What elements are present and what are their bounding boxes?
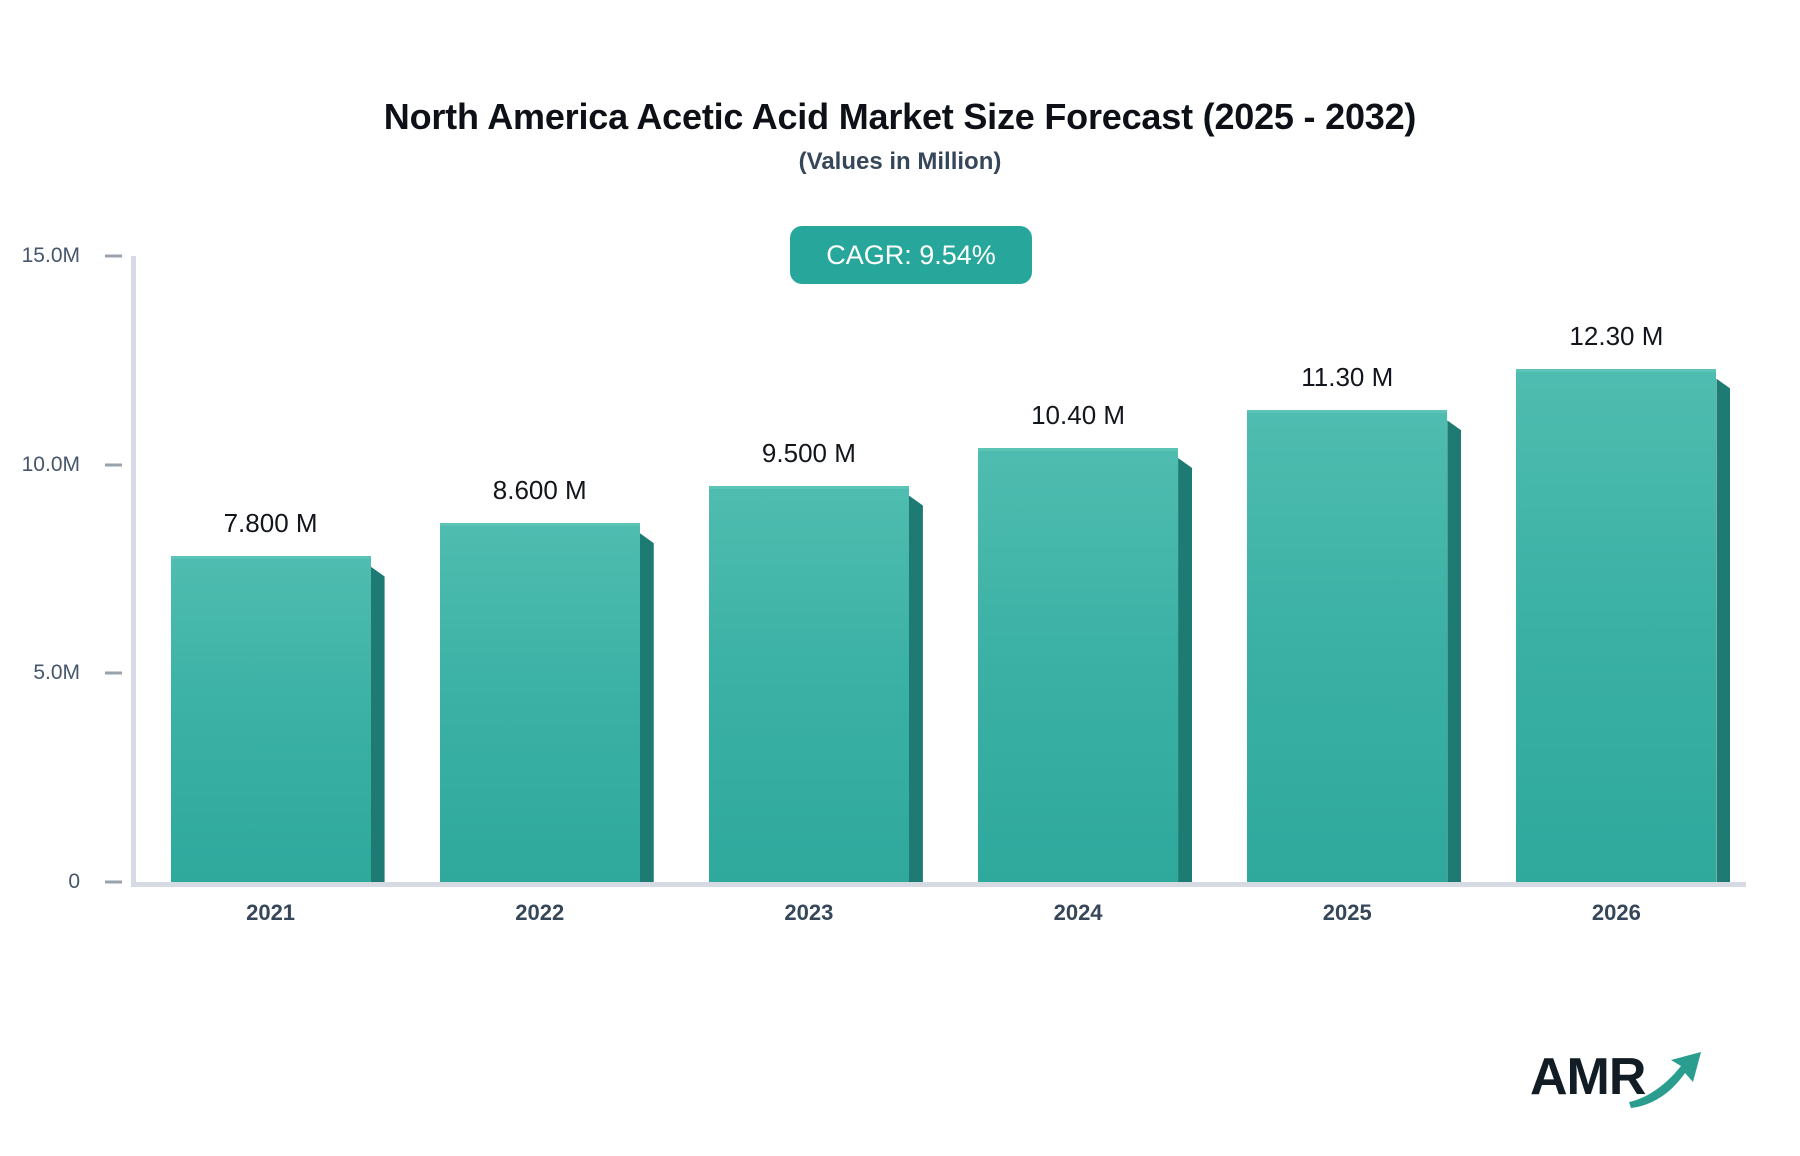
bar-front-face xyxy=(708,485,909,882)
bar-front-face xyxy=(978,447,1179,882)
bar-top-edge xyxy=(708,485,909,489)
cagr-badge-label: CAGR: 9.54% xyxy=(826,239,996,270)
bar-side-face xyxy=(908,495,923,882)
bar-side-face xyxy=(1716,378,1731,882)
bar-side-face xyxy=(639,533,654,882)
x-axis-tick-label: 2026 xyxy=(1591,900,1641,925)
bar[interactable] xyxy=(978,447,1193,882)
bar-top-edge xyxy=(978,447,1179,451)
chart-subtitle: (Values in Million) xyxy=(798,148,1002,175)
y-axis-tick-label: 5.0M xyxy=(33,661,80,685)
y-axis-line xyxy=(131,256,136,884)
bar-front-face xyxy=(170,556,371,882)
x-axis-tick-label: 2021 xyxy=(246,900,296,925)
y-axis-tick-label: 15.0M xyxy=(21,244,80,267)
bar[interactable] xyxy=(708,485,923,882)
bar-side-face xyxy=(370,566,385,882)
bar-top-edge xyxy=(439,523,640,527)
bar-value-label: 7.800 M xyxy=(223,508,318,539)
cagr-badge: CAGR: 9.54% xyxy=(790,226,1032,284)
x-axis-tick-label: 2023 xyxy=(784,900,834,925)
bar-side-face xyxy=(1447,420,1462,882)
y-axis-tick xyxy=(105,463,122,467)
bar-value-label: 9.500 M xyxy=(761,437,856,468)
bar-front-face xyxy=(1247,410,1448,882)
x-axis-tick-label: 2025 xyxy=(1322,900,1372,925)
growth-arrow-icon xyxy=(1627,1048,1703,1115)
x-axis-line xyxy=(131,882,1746,887)
x-axis-tick-label: 2022 xyxy=(515,900,565,925)
bar-value-label: 11.30 M xyxy=(1301,362,1394,393)
bar-top-edge xyxy=(1247,410,1448,414)
bar-front-face xyxy=(439,523,640,882)
page-title: North America Acetic Acid Market Size Fo… xyxy=(383,96,1417,137)
bar-value-label: 12.30 M xyxy=(1569,320,1664,351)
bar-top-edge xyxy=(170,556,371,560)
y-axis-tick-label: 0 xyxy=(68,870,80,893)
bar-value-label: 10.40 M xyxy=(1031,399,1126,430)
bar[interactable] xyxy=(1516,368,1731,882)
bar-front-face xyxy=(1516,368,1717,882)
bar[interactable] xyxy=(439,523,654,882)
bar[interactable] xyxy=(170,556,385,882)
bar-side-face xyxy=(1178,457,1193,882)
amr-logo: AMR xyxy=(1530,1038,1703,1115)
bar-value-label: 8.600 M xyxy=(492,475,587,506)
y-axis-tick xyxy=(105,671,122,675)
bar-top-edge xyxy=(1516,368,1717,372)
bar[interactable] xyxy=(1247,410,1462,882)
amr-logo-text: AMR xyxy=(1530,1047,1646,1106)
y-axis-tick-label: 10.0M xyxy=(21,452,80,476)
y-axis-tick xyxy=(105,880,122,884)
x-axis-tick-label: 2024 xyxy=(1053,900,1103,925)
y-axis-tick xyxy=(105,254,122,258)
